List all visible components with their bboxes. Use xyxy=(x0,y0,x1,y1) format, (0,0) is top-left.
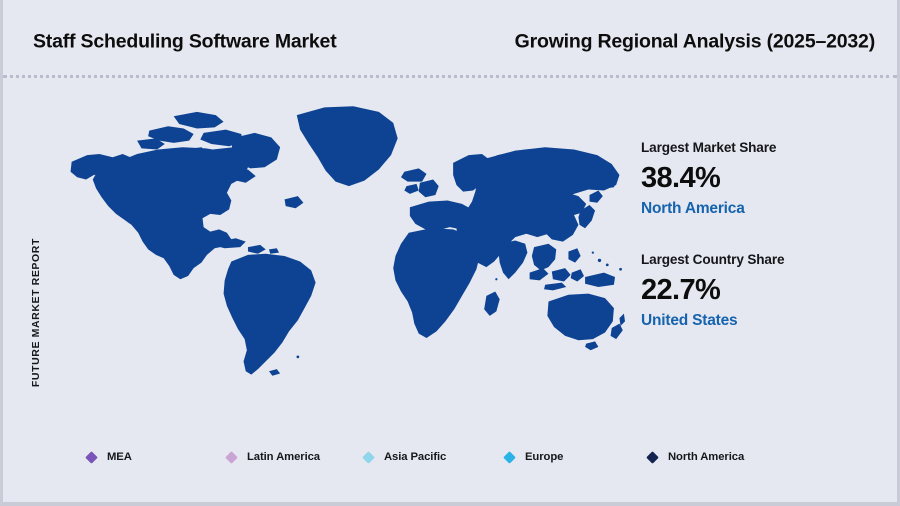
landmass-greenland xyxy=(296,106,398,187)
island-dot-f xyxy=(296,355,300,359)
island-dot-h xyxy=(446,222,449,225)
landmass-russia-east xyxy=(486,147,620,211)
stat-region: North America xyxy=(641,200,745,217)
landmass-arctic-islands-g xyxy=(160,152,185,163)
landmass-ireland xyxy=(404,183,419,194)
header: Staff Scheduling Software Market Growing… xyxy=(3,0,897,75)
landmass-new-zealand-south xyxy=(610,323,623,340)
island-dot-e xyxy=(254,328,257,331)
legend-diamond-icon xyxy=(503,450,516,464)
legend-diamond-icon xyxy=(225,450,238,464)
landmass-kamchatka xyxy=(601,169,619,189)
legend-item-label: Europe xyxy=(525,451,564,463)
stat-value: 22.7% xyxy=(641,274,721,306)
stat-largest-market-share: Largest Market Share 38.4% North America xyxy=(641,140,891,218)
landmass-arctic-islands-i xyxy=(231,169,256,183)
header-divider xyxy=(3,75,897,78)
island-dot-c xyxy=(591,251,594,254)
landmass-sulawesi xyxy=(570,269,584,282)
landmass-india xyxy=(498,240,528,280)
stat-largest-country-share: Largest Country Share 22.7% United State… xyxy=(641,252,891,330)
landmass-africa xyxy=(393,228,480,339)
legend-item-label: Latin America xyxy=(247,451,320,463)
landmass-madagascar xyxy=(484,291,500,316)
world-map-svg xyxy=(70,106,625,376)
landmass-southeast-asia xyxy=(531,243,557,271)
landmass-cuba xyxy=(215,238,246,249)
landmass-arctic-islands-b xyxy=(173,111,224,129)
landmass-puerto-rico xyxy=(269,248,280,254)
landmass-baffin xyxy=(231,132,281,169)
page-title: Staff Scheduling Software Market xyxy=(33,30,337,53)
landmass-newfoundland xyxy=(284,196,304,209)
landmass-new-zealand-north xyxy=(619,313,625,326)
stat-label: Largest Country Share xyxy=(641,252,785,267)
landmass-british-isles xyxy=(418,179,439,198)
stat-value: 38.4% xyxy=(641,162,721,194)
landmass-iceland xyxy=(401,168,427,182)
map-legend: MEA Latin America Asia Pacific Europe No… xyxy=(85,446,787,468)
legend-item-asia-pacific: Asia Pacific xyxy=(362,446,447,468)
stat-region: United States xyxy=(641,312,738,329)
brand-vertical-label: FUTURE MARKET REPORT xyxy=(30,238,42,388)
landmass-java xyxy=(544,282,567,291)
legend-diamond-icon xyxy=(646,450,659,464)
header-subtitle: Growing Regional Analysis (2025–2032) xyxy=(514,30,876,53)
legend-item-label: Asia Pacific xyxy=(384,451,447,463)
landmass-new-guinea xyxy=(585,272,616,288)
island-dot-a xyxy=(597,258,602,263)
legend-item-north-america: North America xyxy=(646,446,745,468)
stats-panel: Largest Market Share 38.4% North America… xyxy=(641,140,891,330)
legend-item-mea: MEA xyxy=(85,446,132,468)
landmass-japan xyxy=(578,204,596,229)
landmass-arctic-islands-f xyxy=(183,147,209,159)
landmass-south-america xyxy=(223,253,316,375)
landmass-arctic-islands-h xyxy=(189,163,213,176)
legend-item-label: MEA xyxy=(107,451,132,463)
landmass-japan-north xyxy=(589,190,603,203)
landmass-falkland xyxy=(269,369,281,376)
stat-label: Largest Market Share xyxy=(641,140,777,155)
island-dot-g xyxy=(495,278,498,281)
landmass-alaska xyxy=(70,153,135,180)
landmass-arctic-islands-a xyxy=(148,126,194,143)
legend-item-latin-america: Latin America xyxy=(225,446,320,468)
landmass-philippines xyxy=(568,248,581,263)
landmass-australia xyxy=(547,293,614,341)
legend-item-label: North America xyxy=(668,451,745,463)
legend-diamond-icon xyxy=(362,450,375,464)
world-map xyxy=(65,96,625,396)
landmass-tasmania xyxy=(585,341,599,351)
island-dot-d xyxy=(619,267,622,271)
landmass-hispaniola xyxy=(247,244,266,254)
landmass-china-east xyxy=(540,209,579,242)
legend-diamond-icon xyxy=(85,450,98,464)
landmass-borneo xyxy=(551,268,571,282)
map-landmasses xyxy=(70,106,625,376)
landmass-sumatra xyxy=(529,268,549,281)
island-dot-b xyxy=(605,263,609,267)
landmass-arctic-islands-e xyxy=(137,138,165,150)
legend-item-europe: Europe xyxy=(503,446,564,468)
landmass-north-america xyxy=(92,147,248,280)
